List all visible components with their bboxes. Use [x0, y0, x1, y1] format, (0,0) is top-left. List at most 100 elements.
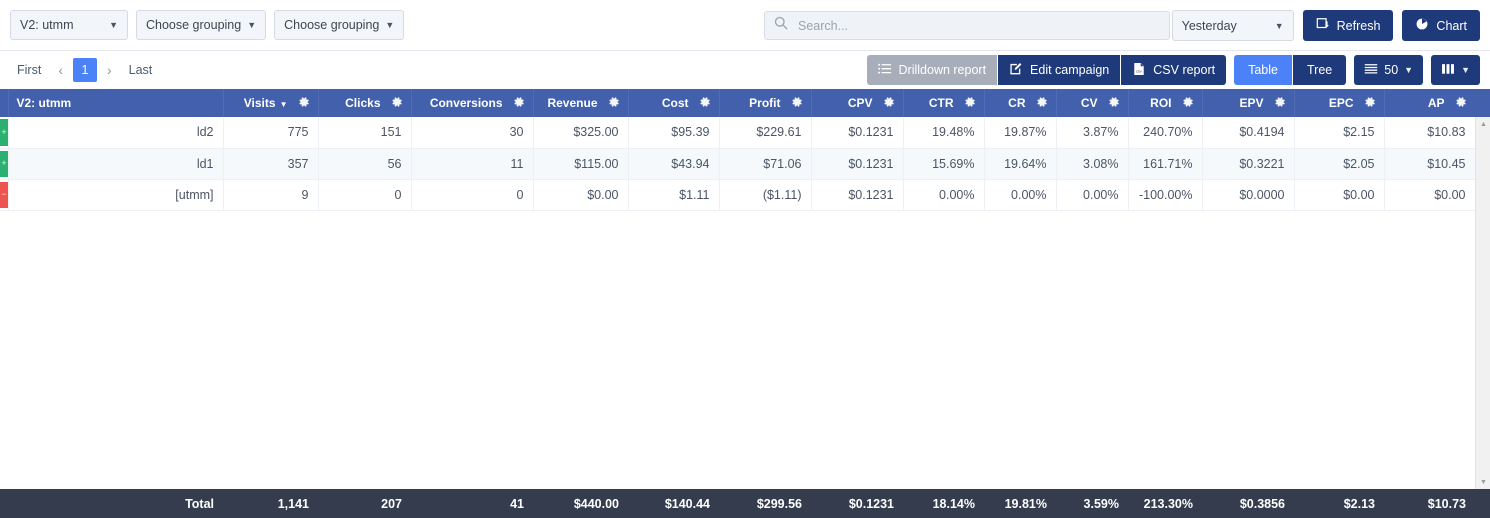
gear-icon[interactable]: [513, 96, 525, 111]
totals-epv: $0.3856: [1239, 496, 1285, 511]
grouping-select-secondary[interactable]: Choose grouping ▼: [136, 10, 267, 40]
cell-cost: $43.94: [628, 148, 720, 180]
totals-table: Total 1,141 207 41 $440.00 $140.44 $299.…: [0, 489, 1475, 518]
th-cr[interactable]: CR: [984, 89, 1057, 117]
table-row[interactable]: + ld1 357 56 11 $115.00 $43.94 $71.06 $0…: [0, 148, 1476, 180]
gear-icon[interactable]: [1036, 96, 1048, 111]
th-epv-label: EPV: [1239, 96, 1264, 110]
scroll-up-arrow[interactable]: ▲: [1480, 120, 1487, 128]
search-input[interactable]: [796, 12, 1160, 39]
cell-name[interactable]: [utmm]: [8, 179, 224, 211]
cell-cost: $95.39: [628, 117, 720, 149]
pagination-first[interactable]: First: [17, 63, 42, 77]
table-header: V2: utmm Visits ▼ Clicks: [0, 89, 1476, 117]
view-tree-button[interactable]: Tree: [1292, 55, 1347, 85]
grouping-select-tertiary[interactable]: Choose grouping ▼: [274, 10, 405, 40]
th-clicks[interactable]: Clicks: [318, 89, 412, 117]
cell-cost: $1.11: [628, 179, 720, 211]
chevron-down-icon: ▼: [109, 20, 118, 30]
th-epv[interactable]: EPV: [1202, 89, 1295, 117]
gear-icon[interactable]: [298, 96, 310, 111]
svg-text:csv: csv: [1136, 69, 1142, 73]
gear-icon[interactable]: [608, 96, 620, 111]
cell-profit: $71.06: [719, 148, 812, 180]
scroll-down-arrow[interactable]: ▼: [1480, 478, 1487, 486]
pagination-prev[interactable]: ‹: [58, 62, 63, 78]
search-box[interactable]: [764, 11, 1170, 40]
cell-conversions: 11: [411, 148, 534, 180]
th-cpv[interactable]: CPV: [811, 89, 904, 117]
th-epc[interactable]: EPC: [1294, 89, 1385, 117]
gear-icon[interactable]: [883, 96, 895, 111]
totals-clicks: 207: [381, 496, 402, 511]
th-ap-label: AP: [1427, 96, 1445, 110]
scrollbar-header-cap: [1475, 89, 1490, 117]
th-cv[interactable]: CV: [1056, 89, 1129, 117]
search-icon: [774, 16, 788, 35]
vertical-scrollbar[interactable]: ▲ ▼: [1475, 117, 1490, 489]
expand-marker: +: [1, 126, 7, 137]
secondary-toolbar-right: Drilldown report Edit campaign: [866, 55, 1480, 85]
cell-epc: $2.15: [1294, 117, 1385, 149]
pagination-next[interactable]: ›: [106, 62, 112, 78]
gear-icon[interactable]: [964, 96, 976, 111]
gear-icon[interactable]: [791, 96, 803, 111]
totals-roi: 213.30%: [1143, 496, 1193, 511]
columns-select-button[interactable]: ▼: [1431, 55, 1480, 85]
drilldown-report-button[interactable]: Drilldown report: [866, 55, 998, 85]
th-revenue-label: Revenue: [547, 96, 598, 110]
cell-name[interactable]: ld2: [8, 117, 224, 149]
totals-row: Total 1,141 207 41 $440.00 $140.44 $299.…: [0, 489, 1475, 518]
view-table-button[interactable]: Table: [1234, 55, 1292, 85]
cell-ctr: 0.00%: [903, 179, 985, 211]
rows-per-page-select[interactable]: 50 ▼: [1354, 55, 1424, 85]
th-name[interactable]: V2: utmm: [8, 89, 224, 117]
cell-conversions: 0: [411, 179, 534, 211]
gear-icon[interactable]: [1455, 96, 1467, 111]
grouping-tertiary-label: Choose grouping: [284, 18, 380, 32]
gear-icon[interactable]: [699, 96, 711, 111]
th-ctr-label: CTR: [928, 96, 954, 110]
th-ap[interactable]: AP: [1384, 89, 1476, 117]
cell-cv: 3.87%: [1056, 117, 1129, 149]
chart-label: Chart: [1436, 18, 1467, 33]
table-row[interactable]: − [utmm] 9 0 0 $0.00 $1.11 ($1.11) $0.12…: [0, 179, 1476, 211]
th-visits[interactable]: Visits ▼: [223, 89, 319, 117]
cell-cpv: $0.1231: [811, 117, 904, 149]
th-profit[interactable]: Profit: [719, 89, 812, 117]
gear-icon[interactable]: [1182, 96, 1194, 111]
cell-cpv: $0.1231: [811, 179, 904, 211]
csv-file-icon: csv: [1132, 62, 1146, 79]
cell-ap: $10.83: [1384, 117, 1476, 149]
th-roi[interactable]: ROI: [1128, 89, 1203, 117]
table-row[interactable]: + ld2 775 151 30 $325.00 $95.39 $229.61 …: [0, 117, 1476, 149]
th-ctr[interactable]: CTR: [903, 89, 985, 117]
cell-epc: $0.00: [1294, 179, 1385, 211]
pagination-last[interactable]: Last: [128, 63, 153, 77]
gear-icon[interactable]: [391, 96, 403, 111]
pagination: First ‹ 1 › Last: [10, 58, 159, 82]
status-flag-green: +: [0, 119, 8, 146]
cell-ctr: 15.69%: [903, 148, 985, 180]
cell-name[interactable]: ld1: [8, 148, 224, 180]
gear-icon[interactable]: [1108, 96, 1120, 111]
cell-clicks: 56: [318, 148, 412, 180]
gear-icon[interactable]: [1364, 96, 1376, 111]
refresh-button[interactable]: Refresh: [1302, 10, 1394, 41]
chart-button[interactable]: Chart: [1402, 10, 1480, 41]
edit-campaign-button[interactable]: Edit campaign: [997, 55, 1121, 85]
cell-profit: $229.61: [719, 117, 812, 149]
date-period-select[interactable]: Yesterday ▼: [1171, 10, 1294, 41]
th-conversions[interactable]: Conversions: [411, 89, 534, 117]
totals-cr: 19.81%: [1004, 496, 1047, 511]
pagination-page-1[interactable]: 1: [72, 58, 97, 82]
refresh-label: Refresh: [1336, 18, 1381, 33]
th-cost[interactable]: Cost: [628, 89, 720, 117]
gear-icon[interactable]: [1274, 96, 1286, 111]
th-conversions-label: Conversions: [429, 96, 503, 110]
totals-bar: Total 1,141 207 41 $440.00 $140.44 $299.…: [0, 489, 1490, 518]
th-revenue[interactable]: Revenue: [533, 89, 629, 117]
cell-cv: 0.00%: [1056, 179, 1129, 211]
csv-report-button[interactable]: csv CSV report: [1120, 55, 1227, 85]
grouping-select-primary[interactable]: V2: utmm ▼: [10, 10, 128, 40]
